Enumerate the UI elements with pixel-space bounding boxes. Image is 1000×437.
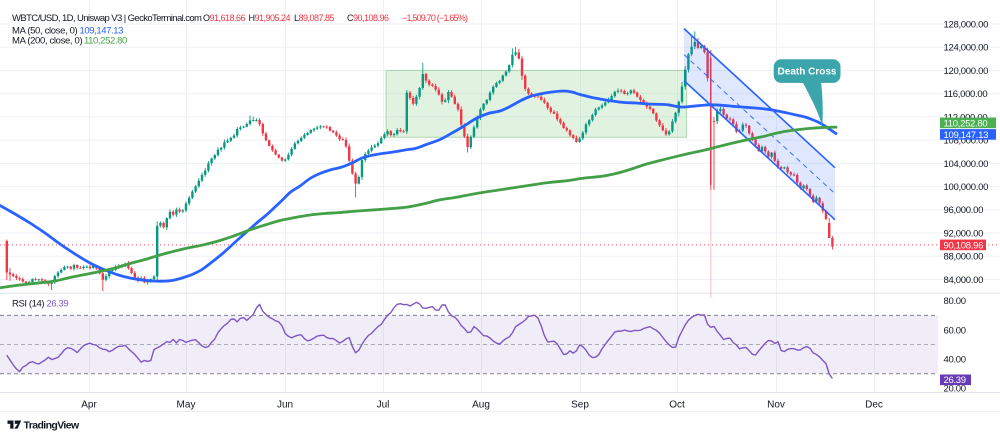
svg-text:MA (50, close, 0): MA (50, close, 0) xyxy=(12,26,78,37)
svg-text:WBTC/USD, 1D, Uniswap V3 | Gec: WBTC/USD, 1D, Uniswap V3 | GeckoTerminal… xyxy=(12,13,202,24)
svg-text:Apr: Apr xyxy=(81,400,97,411)
svg-text:Nov: Nov xyxy=(767,400,785,411)
svg-text:C90,108.96: C90,108.96 xyxy=(347,13,389,23)
svg-text:−1,509.70 (−1.65%): −1,509.70 (−1.65%) xyxy=(402,13,468,23)
svg-text:108,000.00: 108,000.00 xyxy=(944,136,989,147)
svg-text:Aug: Aug xyxy=(472,400,490,411)
svg-text:96,000.00: 96,000.00 xyxy=(944,205,984,216)
svg-text:104,000.00: 104,000.00 xyxy=(944,159,989,170)
svg-text:RSI (14): RSI (14) xyxy=(12,299,44,310)
svg-text:100,000.00: 100,000.00 xyxy=(944,182,989,193)
svg-text:Dec: Dec xyxy=(865,400,883,411)
svg-text:TradingView: TradingView xyxy=(24,419,80,431)
svg-text:Jul: Jul xyxy=(377,400,390,411)
svg-text:May: May xyxy=(177,400,196,411)
svg-text:109,147.13: 109,147.13 xyxy=(944,130,989,141)
svg-text:124,000.00: 124,000.00 xyxy=(944,43,989,54)
svg-text:H91,905.24: H91,905.24 xyxy=(249,13,291,23)
svg-text:84,000.00: 84,000.00 xyxy=(944,275,984,286)
svg-text:O91,618.66: O91,618.66 xyxy=(203,13,246,23)
svg-text:60.00: 60.00 xyxy=(944,325,966,336)
svg-text:92,000.00: 92,000.00 xyxy=(944,228,984,239)
svg-text:Sep: Sep xyxy=(571,400,589,411)
svg-text:26.39: 26.39 xyxy=(944,375,966,386)
svg-text:110,252.80: 110,252.80 xyxy=(84,36,127,47)
svg-text:Death Cross: Death Cross xyxy=(778,67,837,78)
svg-text:40.00: 40.00 xyxy=(944,355,966,366)
svg-text:20.00: 20.00 xyxy=(944,384,966,395)
svg-text:109,147.13: 109,147.13 xyxy=(80,26,124,37)
svg-text:120,000.00: 120,000.00 xyxy=(944,66,989,77)
svg-text:128,000.00: 128,000.00 xyxy=(944,19,989,30)
svg-text:80.00: 80.00 xyxy=(944,296,966,307)
svg-text:L89,087.85: L89,087.85 xyxy=(294,13,335,23)
svg-text:Jun: Jun xyxy=(277,400,293,411)
svg-text:88,000.00: 88,000.00 xyxy=(944,252,984,263)
svg-text:90,108.96: 90,108.96 xyxy=(944,240,984,251)
svg-text:Oct: Oct xyxy=(669,400,685,411)
svg-text:110,252.80: 110,252.80 xyxy=(944,118,988,129)
svg-text:MA (200, close, 0): MA (200, close, 0) xyxy=(12,36,82,47)
svg-text:26.39: 26.39 xyxy=(47,299,69,310)
svg-text:116,000.00: 116,000.00 xyxy=(944,89,988,100)
